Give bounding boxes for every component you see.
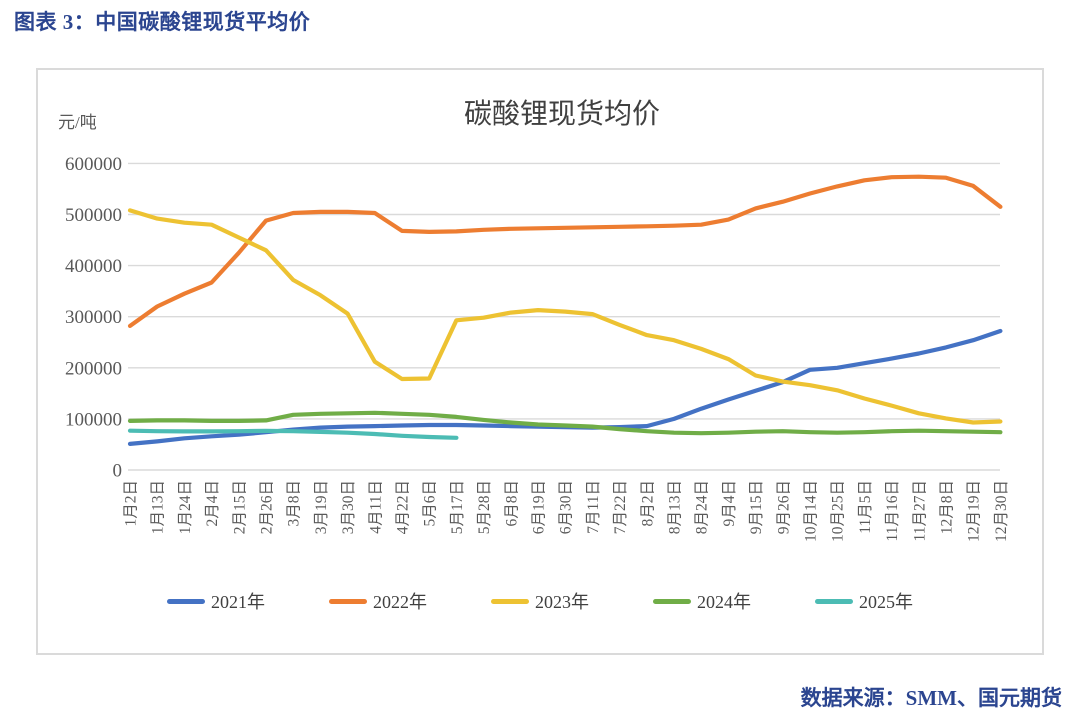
- x-tick-label: 6月30日: [558, 480, 575, 534]
- legend-label: 2023年: [535, 592, 589, 612]
- x-tick-label: 9月15日: [748, 480, 765, 534]
- x-tick-label: 2月15日: [231, 480, 248, 534]
- legend-swatch: [167, 598, 205, 604]
- legend-item-2024: 2024年: [653, 588, 751, 614]
- legend-item-2025: 2025年: [815, 588, 913, 614]
- legend-swatch: [653, 598, 691, 604]
- y-tick-label: 500000: [65, 205, 122, 226]
- x-tick-label: 11月27日: [911, 480, 928, 541]
- legend-swatch: [491, 598, 529, 604]
- x-tick-label: 2月26日: [259, 480, 276, 534]
- legend-label: 2021年: [211, 592, 265, 612]
- x-tick-label: 8月24日: [694, 480, 711, 534]
- y-tick-label: 600000: [65, 154, 122, 175]
- x-tick-label: 12月8日: [939, 480, 956, 534]
- x-tick-label: 9月26日: [775, 480, 792, 534]
- chart-svg: 0 100000 200000 300000 400000 500000 600000 1月2…: [65, 154, 1010, 542]
- x-tick-label: 5月6日: [422, 480, 439, 527]
- x-tick-label: 12月30日: [993, 480, 1010, 542]
- legend-swatch: [815, 598, 853, 604]
- x-tick-label: 3月8日: [286, 480, 303, 527]
- x-tick-label: 12月19日: [966, 480, 983, 542]
- legend-label: 2022年: [373, 592, 427, 612]
- legend-item-2021: 2021年: [167, 588, 265, 614]
- x-tick-label: 5月17日: [449, 480, 466, 534]
- chart-legend: 2021年 2022年 2023年 2024年 2025年: [38, 588, 1042, 614]
- series-line-2024: [127, 410, 1003, 436]
- y-axis-unit-label: 元/吨: [58, 113, 97, 132]
- x-tick-label: 4月22日: [395, 480, 412, 534]
- series-line-2023: [127, 208, 1003, 425]
- legend-swatch: [329, 598, 367, 604]
- x-tick-label: 11月16日: [884, 480, 901, 541]
- x-tick-label: 1月2日: [123, 480, 140, 527]
- x-tick-label: 10月14日: [803, 480, 820, 542]
- x-tick-label: 6月19日: [531, 480, 548, 534]
- y-tick-label: 200000: [65, 358, 122, 379]
- y-tick-label: 100000: [65, 409, 122, 430]
- series-line-2022: [127, 174, 1003, 328]
- x-tick-label: 8月2日: [639, 480, 656, 527]
- legend-item-2023: 2023年: [491, 588, 589, 614]
- x-tick-label: 3月30日: [340, 480, 357, 534]
- y-tick-label: 0: [113, 461, 123, 482]
- x-tick-label: 1月24日: [177, 480, 194, 534]
- x-tick-label: 8月13日: [667, 480, 684, 534]
- y-tick-label: 300000: [65, 307, 122, 328]
- x-tick-label: 7月22日: [612, 480, 629, 534]
- x-tick-label: 5月28日: [476, 480, 493, 534]
- data-source-caption: 数据来源：SMM、国元期货: [800, 686, 1062, 710]
- x-tick-label: 1月13日: [150, 480, 167, 534]
- x-tick-label: 3月19日: [313, 480, 330, 534]
- chart-title: 碳酸锂现货均价: [463, 99, 660, 130]
- x-tick-label: 7月11日: [585, 480, 602, 534]
- x-tick-label: 10月25日: [830, 480, 847, 542]
- chart-figure: 0 100000 200000 300000 400000 500000 600000 1月2…: [36, 68, 1044, 655]
- legend-item-2022: 2022年: [329, 588, 427, 614]
- x-tick-label: 9月4日: [721, 480, 738, 527]
- figure-caption: 图表 3：中国碳酸锂现货平均价: [14, 10, 311, 34]
- x-tick-label: 11月5日: [857, 480, 874, 534]
- legend-label: 2025年: [859, 592, 913, 612]
- x-tick-label: 6月8日: [503, 480, 520, 527]
- y-tick-label: 400000: [65, 256, 122, 277]
- x-tick-label: 2月4日: [204, 480, 221, 527]
- legend-label: 2024年: [697, 592, 751, 612]
- series-line-2025: [127, 428, 459, 440]
- x-tick-label: 4月11日: [367, 480, 384, 534]
